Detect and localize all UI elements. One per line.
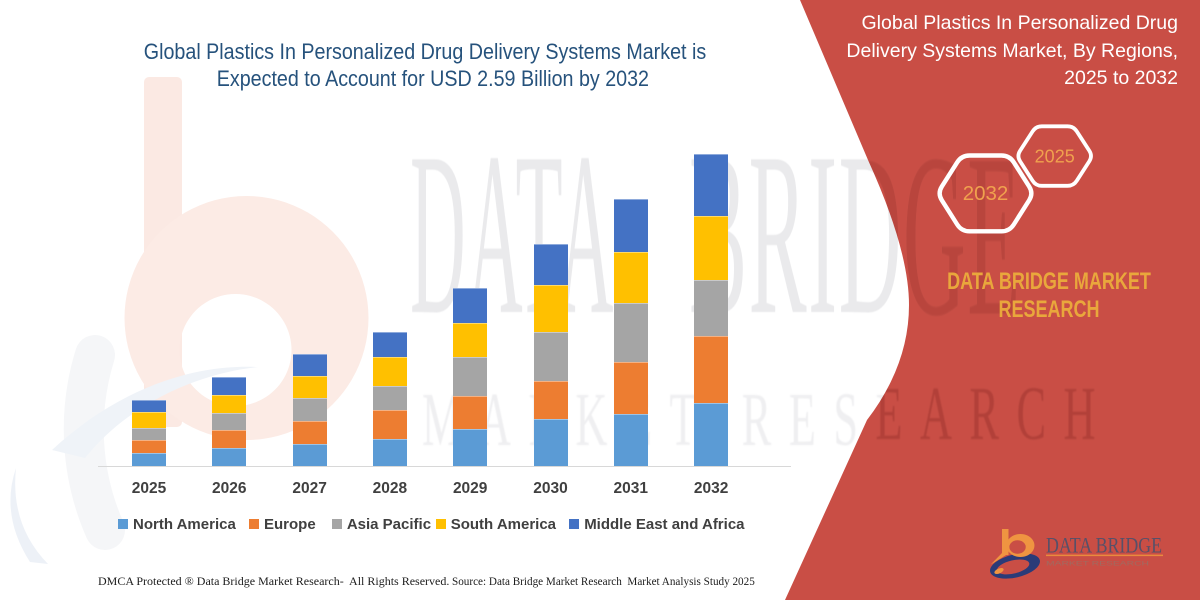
svg-text:MARKET RESEARCH: MARKET RESEARCH [1046, 561, 1149, 568]
svg-text:MARKET RESEARCH: MARKET RESEARCH [422, 373, 1113, 456]
svg-text:2025: 2025 [1035, 147, 1075, 167]
svg-text:DATA BRIDGE: DATA BRIDGE [1046, 533, 1162, 558]
svg-text:2032: 2032 [963, 182, 1009, 205]
